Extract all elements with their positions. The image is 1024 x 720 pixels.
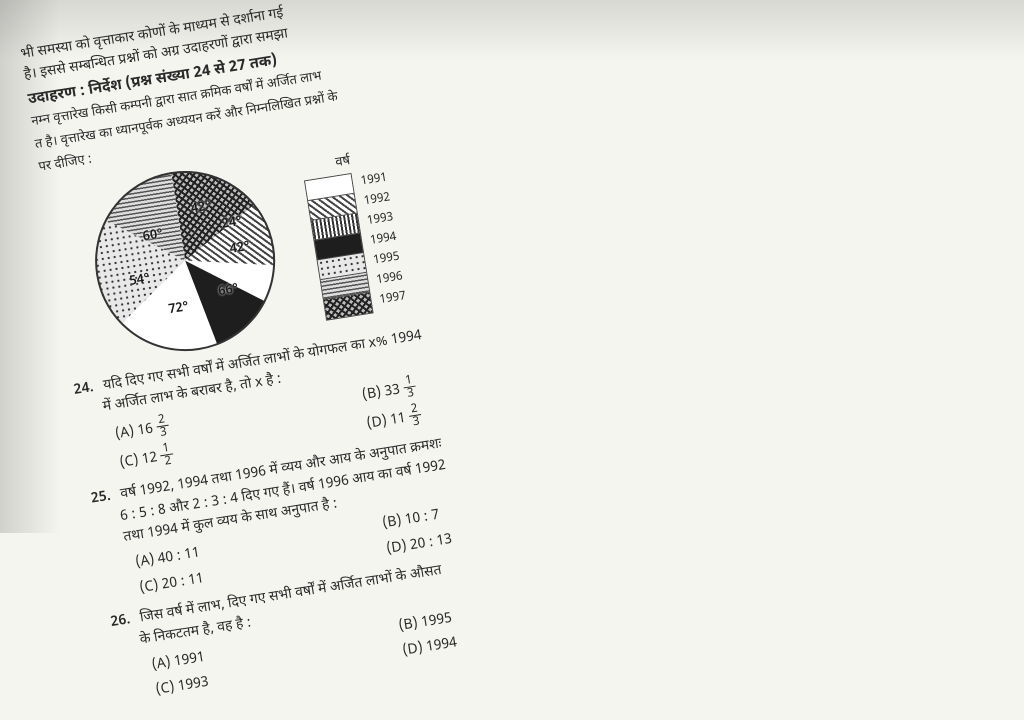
legend-block: वर्ष 1991199219931994199519961997 xyxy=(301,147,408,320)
pie-slice-label: 72° xyxy=(167,299,190,319)
pie-slice-label: 60° xyxy=(142,226,165,246)
q26-number: 26. xyxy=(109,609,138,634)
pie-slice-label: 66° xyxy=(217,281,240,301)
q25-number: 25. xyxy=(90,485,119,510)
page-content: भारत की र तथा इस भी समस्या को वृत्ताकार … xyxy=(0,0,1024,573)
pie-slice-label: 24° xyxy=(221,213,244,233)
pie-body xyxy=(82,158,288,364)
pie-slice-label: 42° xyxy=(190,198,213,218)
legend: 1991199219931994199519961997 xyxy=(304,167,408,320)
margin-text-2: र तथा इस xyxy=(0,193,4,241)
pie-slice-label: 42° xyxy=(229,238,252,258)
q24-number: 24. xyxy=(72,376,101,401)
pie-chart: 60° 42° 24° 42° 66° 72° 54° xyxy=(82,158,288,364)
legend-year: 1997 xyxy=(376,286,407,310)
pie-slice-label: 54° xyxy=(128,270,151,290)
